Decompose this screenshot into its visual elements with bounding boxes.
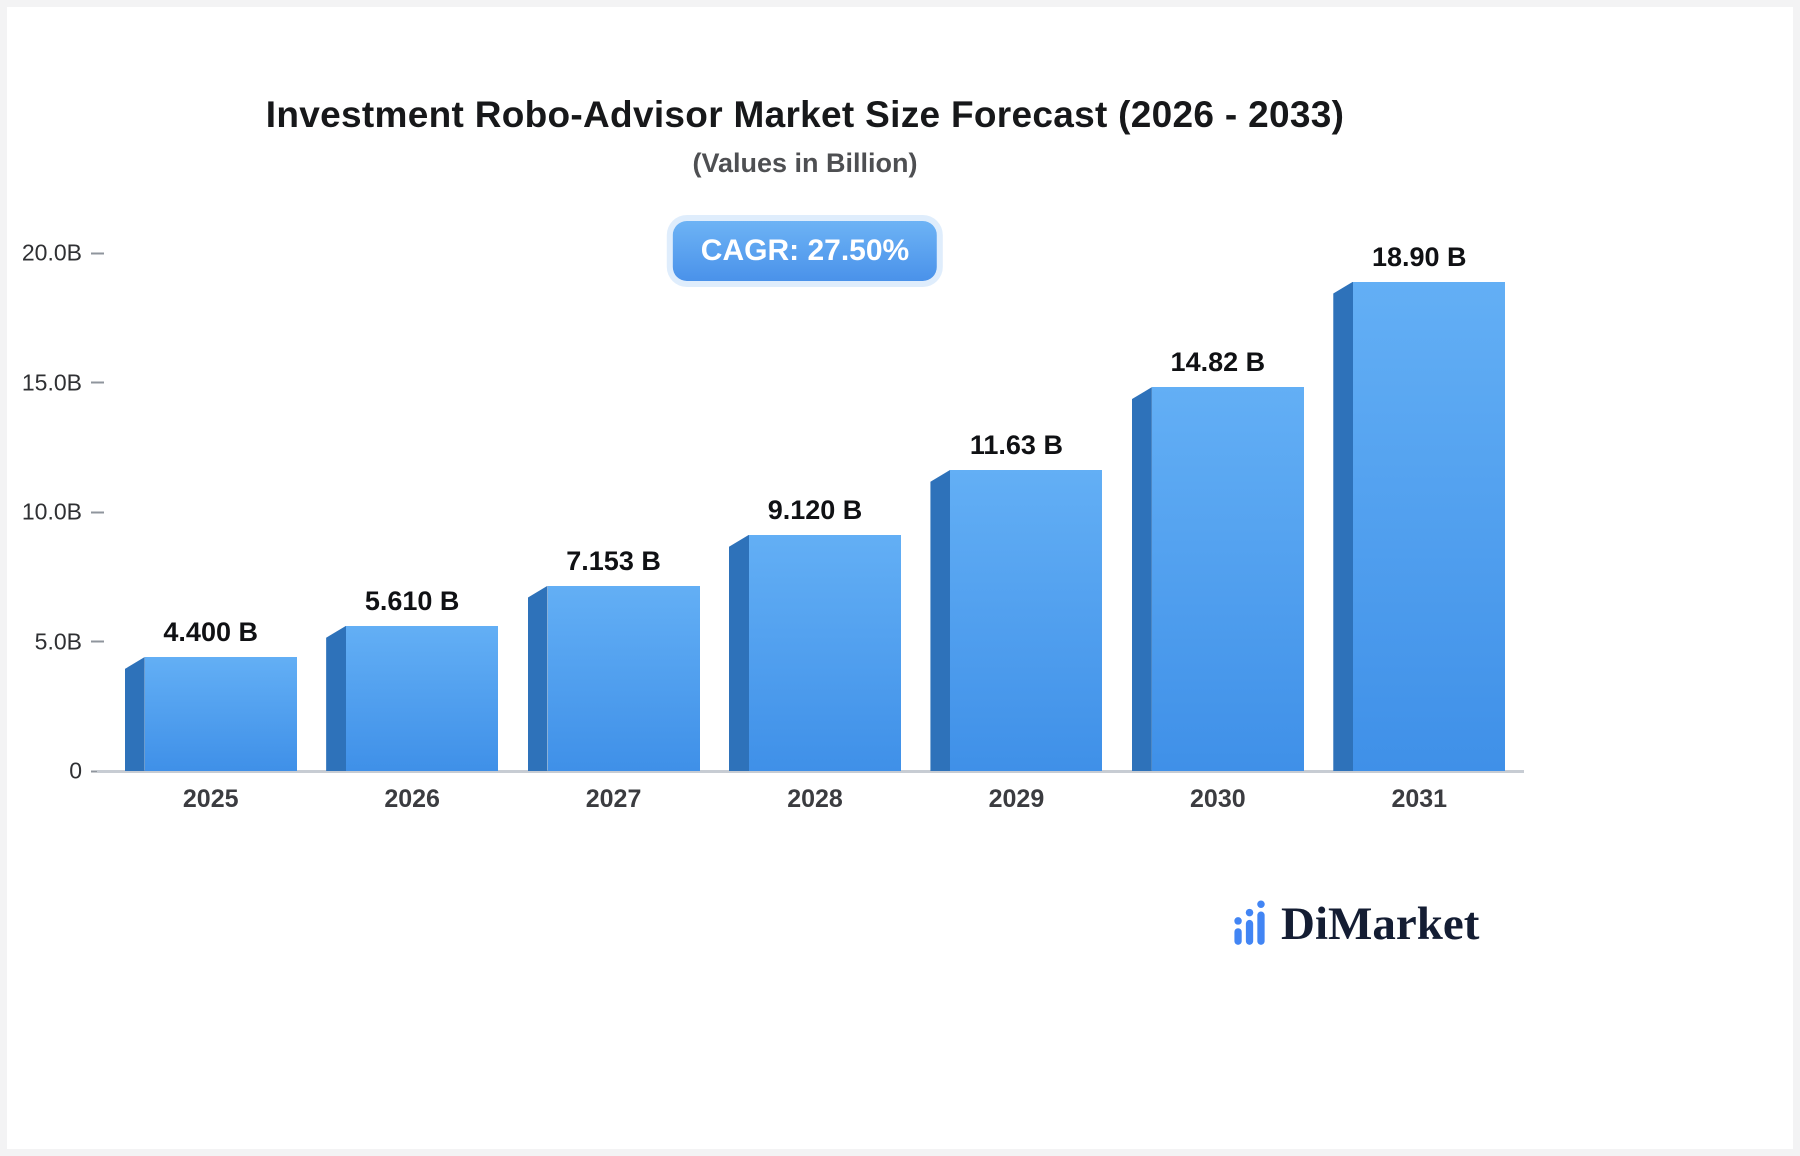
y-axis-tick-label: 20.0B <box>21 239 82 266</box>
logo-text: DiMarket <box>1281 898 1480 950</box>
chart-subtitle: (Values in Billion) <box>692 148 918 178</box>
bar-2025: 4.400 B <box>124 617 297 771</box>
bar-value-label: 9.120 B <box>767 494 863 525</box>
bar-value-label: 11.63 B <box>969 429 1063 460</box>
bar-side-face <box>326 625 347 771</box>
chart-header: Investment Robo-Advisor Market Size Fore… <box>0 0 1610 200</box>
bar-value-label: 5.610 B <box>364 585 460 616</box>
y-axis-tick-mark <box>91 381 104 384</box>
y-axis-tick-mark <box>91 511 104 513</box>
bar-2029: 11.63 B <box>930 430 1103 771</box>
bar-front-face <box>749 534 901 771</box>
y-axis-tick-label: 0 <box>69 757 82 784</box>
bar-side-face <box>1333 281 1354 771</box>
y-axis-tick: 10.0B <box>22 499 104 526</box>
x-axis-line <box>97 770 1524 773</box>
plot-area: 4.400 B 5.610 B 7.153 B 9.120 B 11.63 B 14.82… <box>97 242 1524 773</box>
y-axis-tick-mark <box>91 252 104 254</box>
x-axis: 2025 2026 2027 2028 2029 2030 2031 <box>110 785 1520 825</box>
bar-side-face <box>729 534 749 771</box>
bar-front-face <box>144 657 297 771</box>
chart-title: Investment Robo-Advisor Market Size Fore… <box>265 94 1345 135</box>
bar-front-face <box>1353 281 1506 771</box>
bar-side-face <box>1131 387 1152 771</box>
cagr-badge: CAGR: 27.50% <box>672 221 938 281</box>
bar-2026: 5.610 B <box>326 586 499 771</box>
y-axis-tick-mark <box>91 640 104 643</box>
x-axis-label-2028: 2028 <box>787 785 843 813</box>
cagr-badge-label: CAGR: 27.50% <box>700 234 910 267</box>
y-axis-tick-label: 15.0B <box>21 369 82 395</box>
logo: DiMarket <box>1228 898 1479 948</box>
y-axis-tick-label: 5.0B <box>34 628 82 654</box>
x-axis-label-2027: 2027 <box>585 785 642 813</box>
x-axis-label-2030: 2030 <box>1190 785 1246 813</box>
bar-value-label: 18.90 B <box>1371 241 1467 272</box>
bar-side-face <box>527 585 548 771</box>
bar-side-face <box>124 657 145 771</box>
bar-2028: 9.120 B <box>729 495 901 771</box>
bar-side-face <box>930 469 951 771</box>
y-axis-tick: 5.0B <box>35 628 104 655</box>
bar-value-label: 14.82 B <box>1170 347 1266 378</box>
y-axis: 0 5.0B 10.0B 15.0B 20.0B <box>0 240 104 784</box>
x-axis-label-2025: 2025 <box>182 785 239 813</box>
bar-2031: 18.90 B <box>1333 242 1506 771</box>
bar-front-face <box>950 469 1103 771</box>
bar-2030: 14.82 B <box>1131 347 1304 771</box>
y-axis-tick-label: 10.0B <box>21 498 82 525</box>
y-axis-tick: 15.0B <box>22 369 104 396</box>
x-axis-label-2031: 2031 <box>1391 785 1448 813</box>
bar-value-label: 4.400 B <box>163 617 258 648</box>
x-axis-label-2029: 2029 <box>988 785 1045 813</box>
bar-value-label: 7.153 B <box>566 545 661 576</box>
bar-front-face <box>547 585 700 771</box>
bar-front-face <box>1151 387 1304 771</box>
x-axis-label-2026: 2026 <box>384 785 440 813</box>
bar-front-face <box>346 625 499 771</box>
y-axis-tick: 20.0B <box>22 240 104 267</box>
bar-chart-icon <box>1234 900 1265 945</box>
bar-2027: 7.153 B <box>527 546 700 771</box>
